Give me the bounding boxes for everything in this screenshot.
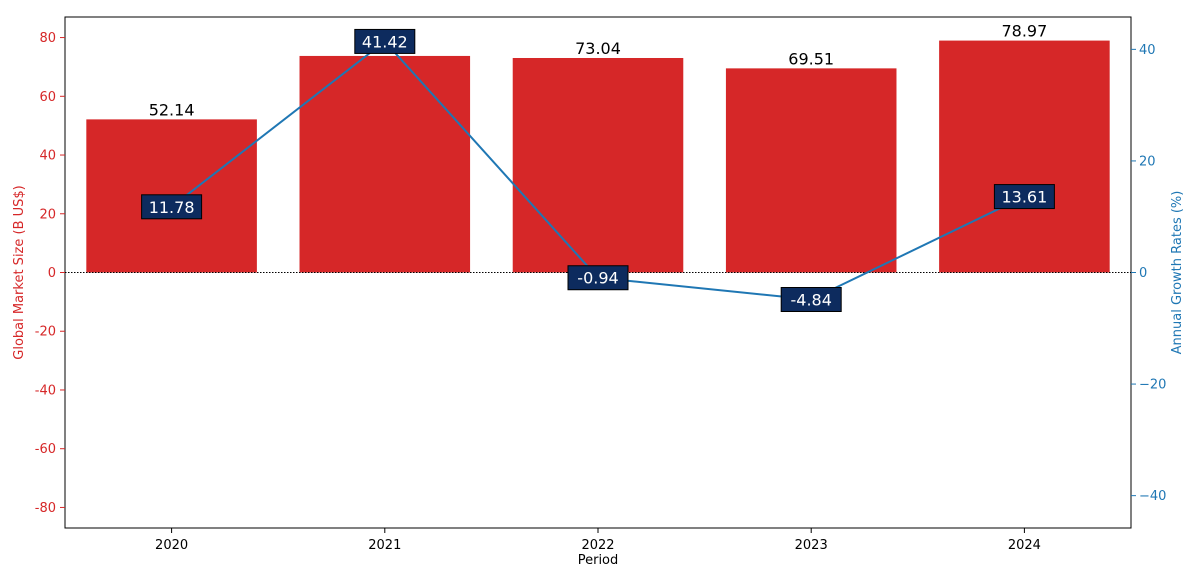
growth-badge: -4.84 — [780, 287, 842, 313]
growth-badges-layer: 11.78 41.42 -0.94 -4.84 13.61 — [141, 28, 1055, 313]
y-axis-right: −40 −20 0 20 40 — [1131, 43, 1166, 504]
x-tick-label: 2023 — [795, 538, 828, 553]
y-right-tick-label: −20 — [1139, 378, 1166, 393]
bar-value-label: 52.14 — [149, 100, 195, 119]
growth-value-label: 13.61 — [1001, 188, 1047, 207]
y-axis-left-title: Global Market Size (B US$) — [12, 185, 27, 359]
y-right-tick-label: 40 — [1139, 43, 1156, 58]
y-axis-right-title: Annual Growth Rates (%) — [1170, 191, 1183, 355]
bar-2021 — [299, 55, 471, 273]
y-left-tick-label: -20 — [35, 325, 56, 340]
y-left-tick-label: 60 — [39, 90, 56, 105]
y-left-tick-label: 40 — [39, 149, 56, 164]
growth-value-label: -4.84 — [790, 291, 831, 310]
y-left-tick-label: 0 — [48, 266, 56, 281]
bar-value-label: 69.51 — [788, 49, 834, 68]
growth-badge: 11.78 — [141, 194, 203, 220]
bar-value-label: 78.97 — [1001, 22, 1047, 41]
x-tick-label: 2024 — [1008, 538, 1041, 553]
x-axis-title: Period — [578, 553, 619, 568]
x-tick-label: 2021 — [368, 538, 401, 553]
y-right-tick-label: −40 — [1139, 489, 1166, 504]
y-axis-left: -80 -60 -40 -20 0 20 40 60 80 — [35, 31, 65, 516]
bars-layer — [86, 40, 1110, 273]
x-axis: 2020 2021 2022 2023 2024 — [155, 528, 1041, 553]
y-left-tick-label: -60 — [35, 442, 56, 457]
bar-2024 — [939, 40, 1110, 273]
y-right-tick-label: 20 — [1139, 154, 1156, 169]
x-tick-label: 2022 — [581, 538, 614, 553]
y-left-tick-label: 20 — [39, 207, 56, 222]
growth-badge: 41.42 — [354, 28, 416, 54]
bar-2023 — [725, 68, 897, 273]
y-left-tick-label: -40 — [35, 383, 56, 398]
growth-badge-box — [567, 265, 629, 291]
growth-badge-box — [354, 28, 416, 54]
growth-badge: -0.94 — [567, 265, 629, 291]
bar-2022 — [512, 57, 684, 273]
growth-value-label: -0.94 — [577, 269, 618, 288]
growth-badge-box — [780, 287, 842, 313]
growth-badge-box — [993, 184, 1055, 210]
y-left-tick-label: 80 — [39, 31, 56, 46]
growth-value-label: 41.42 — [362, 32, 408, 51]
growth-badge-box — [141, 194, 203, 220]
growth-badge: 13.61 — [993, 184, 1055, 210]
y-right-tick-label: 0 — [1139, 266, 1147, 281]
x-tick-label: 2020 — [155, 538, 188, 553]
y-left-tick-label: -80 — [35, 501, 56, 516]
growth-value-label: 11.78 — [149, 198, 195, 217]
bar-value-label: 73.04 — [575, 39, 621, 58]
